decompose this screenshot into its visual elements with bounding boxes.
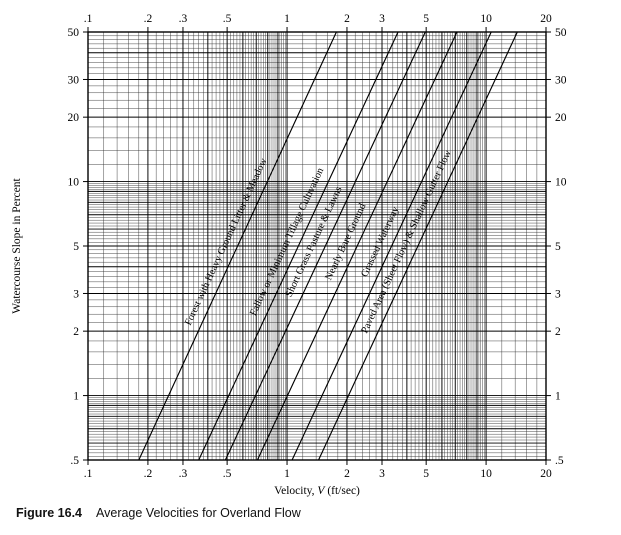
y-tick-label-left: 30 [68,74,80,86]
x-tick-label-top: .5 [223,13,232,25]
figure-caption-label: Figure 16.4 [16,506,82,520]
x-tick-label-bottom: 20 [540,468,552,480]
y-tick-label-right: 10 [555,177,567,189]
x-tick-label-top: 20 [540,13,552,25]
y-tick-label-left: 1 [73,391,79,403]
y-tick-label-right: 50 [555,27,567,39]
y-tick-label-left: .5 [70,455,79,467]
x-tick-label-bottom: .3 [179,468,188,480]
series-line [198,31,399,461]
series-line [224,31,426,461]
x-tick-label-top: 5 [423,13,429,25]
x-tick-label-bottom: .5 [223,468,232,480]
x-tick-label-top: 3 [379,13,385,25]
x-tick-label-bottom: .2 [144,468,153,480]
y-tick-label-right: 30 [555,74,567,86]
y-tick-label-right: 20 [555,112,567,124]
x-tick-label-top: 2 [344,13,350,25]
x-tick-label-top: .1 [84,13,93,25]
y-tick-label-right: 3 [555,288,561,300]
x-tick-label-top: .2 [144,13,153,25]
x-tick-label-top: .3 [179,13,188,25]
x-tick-label-top: 10 [480,13,492,25]
series-line [256,31,458,461]
x-tick-label-top: 1 [284,13,290,25]
y-tick-label-right: .5 [555,455,564,467]
y-tick-label-left: 20 [68,112,80,124]
series-line [138,31,337,461]
y-tick-label-right: 5 [555,241,561,253]
y-tick-label-right: 1 [555,391,561,403]
y-tick-label-right: 2 [555,326,561,338]
figure-caption-text: Average Velocities for Overland Flow [96,506,301,520]
x-tick-label-bottom: 2 [344,468,350,480]
y-tick-label-left: 5 [73,241,79,253]
x-tick-label-bottom: 10 [480,468,492,480]
y-tick-label-left: 50 [68,27,80,39]
y-tick-label-left: 2 [73,326,79,338]
series-line [291,31,492,461]
y-tick-label-left: 3 [73,288,79,300]
x-tick-label-bottom: 1 [284,468,290,480]
series-line [318,31,518,461]
x-tick-label-bottom: 5 [423,468,429,480]
x-axis-title: Velocity, V (ft/sec) [274,485,360,497]
figure-caption: Figure 16.4 Average Velocities for Overla… [16,506,301,520]
x-tick-label-bottom: .1 [84,468,93,480]
y-axis-title: Watercourse Slope in Percent [11,177,23,313]
x-tick-label-bottom: 3 [379,468,385,480]
y-tick-label-left: 10 [68,177,80,189]
